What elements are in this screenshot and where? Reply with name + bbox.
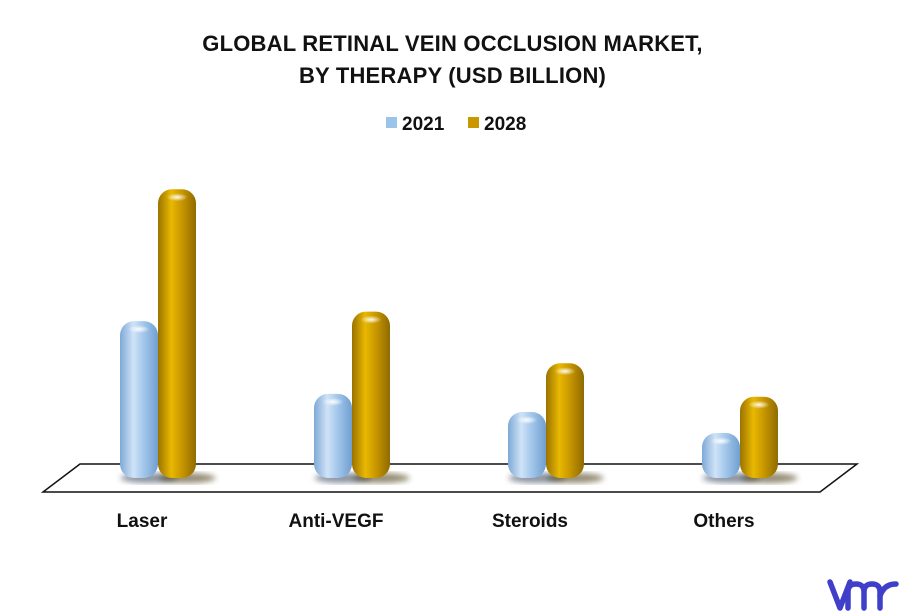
bar-2028-others [740,396,798,483]
chart-title-line1: GLOBAL RETINAL VEIN OCCLUSION MARKET, [202,31,703,56]
legend-label: 2021 [402,114,445,135]
legend-swatch [386,117,397,128]
category-label: Steroids [492,511,568,532]
legend-item-2028: 2028 [468,114,526,135]
bar-2028-laser [158,189,216,483]
category-label: Laser [117,511,168,532]
legend: 2021 2028 [386,114,526,135]
legend-item-2021: 2021 [386,114,445,135]
legend-swatch [468,117,479,128]
chart-floor [40,463,860,493]
chart-title-line2: BY THERAPY (USD BILLION) [298,63,607,88]
legend-label: 2028 [484,114,526,135]
bar-2028-anti-vegf [352,311,410,483]
bar-2028-steroids [546,363,604,483]
category-label: Others [693,511,754,532]
chart-title: GLOBAL RETINAL VEIN OCCLUSION MARKET, BY… [0,28,905,92]
vmr-logo [827,579,899,611]
category-label: Anti-VEGF [289,511,384,532]
